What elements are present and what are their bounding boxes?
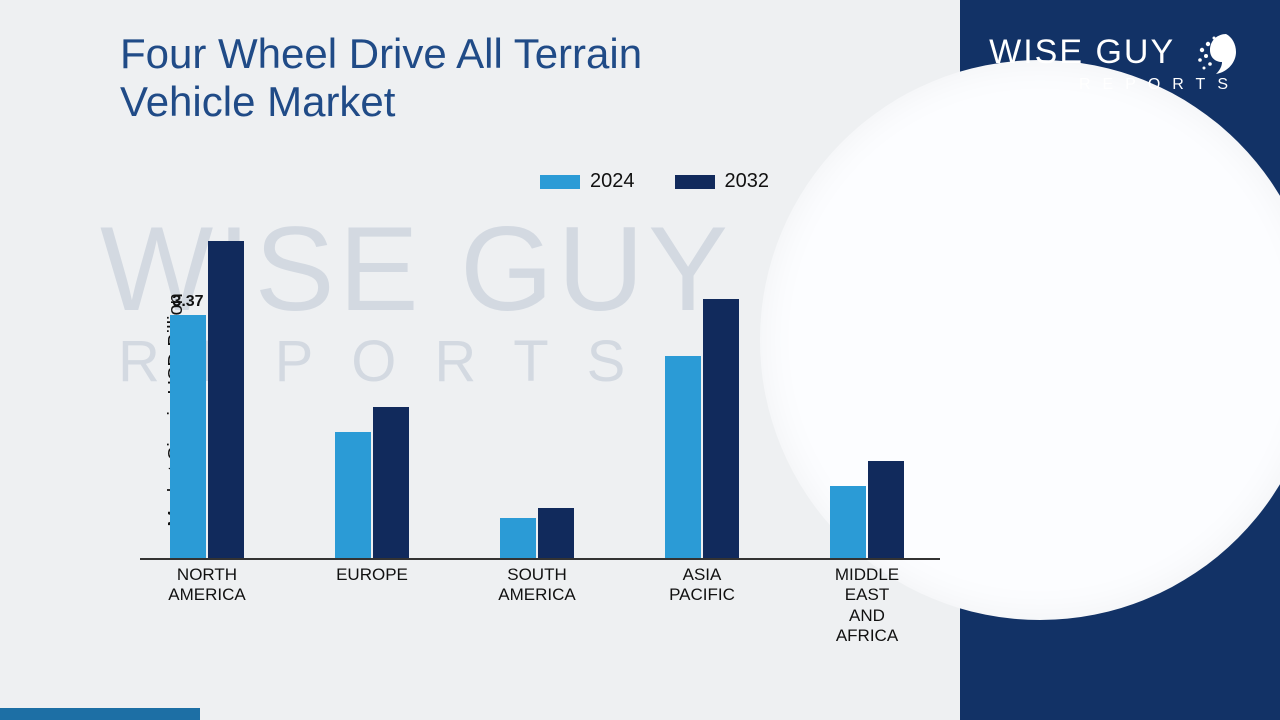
bar-value-label: 3.37 (172, 293, 203, 311)
logo-text-line1: WISE GUY (989, 33, 1174, 71)
bar-2024 (335, 432, 371, 558)
logo-text-line2: REPORTS (989, 76, 1240, 94)
chart-area: Market Size in USD Billion 3.37 NORTHAME… (90, 180, 950, 640)
category-label: ASIAPACIFIC (632, 565, 772, 606)
chart-title: Four Wheel Drive All Terrain Vehicle Mar… (120, 30, 760, 127)
plot-area: 3.37 (140, 200, 940, 560)
bar-2032 (538, 508, 574, 558)
bar-2032 (868, 461, 904, 558)
bar-2024 (500, 518, 536, 558)
category-label: MIDDLEEASTANDAFRICA (797, 565, 937, 647)
bar-2024 (170, 315, 206, 558)
category-label: EUROPE (302, 565, 442, 585)
bar-2032 (373, 407, 409, 558)
brand-logo: WISE GUY REPORTS (989, 30, 1240, 94)
bottom-accent-bar (0, 708, 200, 720)
bar-2024 (665, 356, 701, 558)
bar-2032 (703, 299, 739, 558)
bar-2032 (208, 241, 244, 558)
bar-2024 (830, 486, 866, 558)
logo-head-icon (1192, 30, 1240, 78)
category-label: SOUTHAMERICA (467, 565, 607, 606)
category-label: NORTHAMERICA (137, 565, 277, 606)
